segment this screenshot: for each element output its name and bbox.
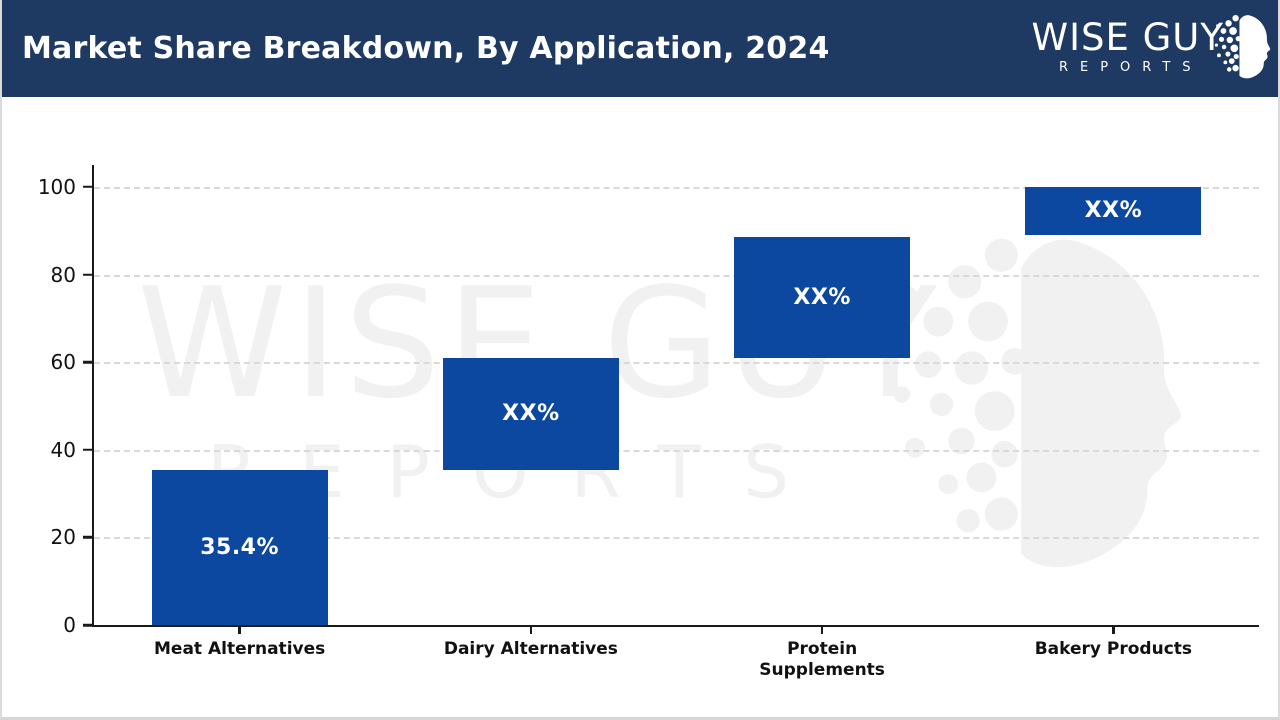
y-tick-mark — [83, 273, 92, 276]
y-tick-mark — [83, 185, 92, 189]
y-tick-mark — [83, 448, 92, 451]
y-tick-label: 40 — [50, 437, 76, 462]
gridline — [94, 274, 1259, 277]
bar: 35.4% — [151, 469, 328, 625]
y-tick-mark — [83, 360, 92, 364]
y-tick-label: 0 — [63, 613, 76, 637]
brand-name-text: WISE GUY — [1031, 16, 1224, 60]
x-tick-mark — [820, 625, 824, 634]
x-tick-mark — [529, 625, 533, 634]
bar-value-label: 35.4% — [200, 534, 280, 560]
bar-value-label: XX% — [793, 285, 851, 311]
bar-value-label: XX% — [1084, 198, 1143, 224]
gridline — [94, 449, 1259, 452]
x-category-label: Protein Supplements — [759, 639, 885, 681]
y-tick-label: 80 — [50, 262, 76, 287]
page-title: Market Share Breakdown, By Application, … — [22, 31, 830, 66]
x-category-label: Meat Alternatives — [154, 639, 326, 659]
x-tick-mark — [238, 625, 241, 634]
y-tick-mark — [83, 623, 92, 627]
gridline — [94, 362, 1259, 365]
y-tick-label: 20 — [50, 525, 76, 550]
header: Market Share Breakdown, By Application, … — [2, 0, 1278, 97]
gridline — [94, 186, 1259, 189]
brand-reports-text: REPORTS — [1058, 59, 1203, 75]
bar: XX% — [1025, 186, 1202, 236]
y-tick-label: 100 — [37, 174, 76, 199]
bar: XX% — [734, 237, 911, 358]
x-category-label: Bakery Products — [1034, 639, 1193, 659]
y-tick-mark — [83, 536, 92, 539]
x-category-label: Dairy Alternatives — [443, 639, 618, 659]
y-tick-label: 60 — [50, 350, 76, 375]
x-tick-mark — [1112, 625, 1115, 634]
plot-area: 0 20 40 60 80 100 35.4% Meat Alternatives XX% Dai… — [38, 165, 1259, 680]
brand-head-icon — [1214, 15, 1271, 79]
gridline — [94, 537, 1259, 540]
bar: XX% — [442, 357, 619, 470]
brand-logo: WISE GUY REPORTS — [1032, 4, 1274, 90]
bar-value-label: XX% — [502, 401, 560, 427]
